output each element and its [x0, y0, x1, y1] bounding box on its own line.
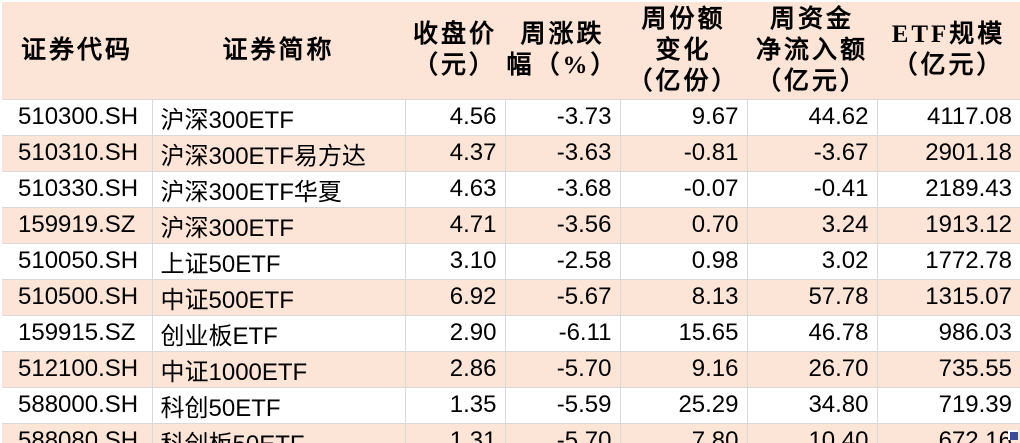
column-header-net-inflow[interactable]: 周资金 净流入额 （亿元）	[747, 2, 877, 100]
cell[interactable]: 34.80	[746, 386, 878, 424]
cell[interactable]: -0.41	[746, 170, 878, 208]
cell[interactable]: 7.80	[619, 422, 748, 443]
cell[interactable]: 159915.SZ	[2, 314, 153, 352]
column-header-security-name[interactable]: 证券简称	[152, 2, 405, 100]
cell[interactable]: 中证1000ETF	[151, 350, 406, 388]
cell[interactable]: 510300.SH	[2, 98, 153, 136]
cell[interactable]: -5.67	[504, 278, 621, 316]
cell[interactable]: 44.62	[746, 98, 878, 136]
cell[interactable]: 沪深300ETF	[151, 98, 406, 136]
cell[interactable]: -3.67	[746, 134, 878, 172]
cell[interactable]: 2901.18	[876, 134, 1020, 172]
cell[interactable]: 510050.SH	[2, 242, 153, 280]
header-row: 证券代码 证券简称 收盘价 （元） 周涨跌 幅（%） 周份额 变化 （亿份） 周…	[2, 2, 1020, 100]
table-body: 510300.SH 沪深300ETF 4.56 -3.73 9.67 44.62 4117.…	[2, 98, 1020, 443]
cell[interactable]: 588000.SH	[2, 386, 153, 424]
cell[interactable]: 沪深300ETF华夏	[151, 170, 406, 208]
cell[interactable]: 3.24	[746, 206, 878, 244]
column-header-weekly-change[interactable]: 周涨跌 幅（%）	[505, 2, 620, 100]
cell[interactable]: 科创板50ETF	[151, 422, 406, 443]
cell[interactable]: 672.16	[876, 422, 1020, 443]
cell[interactable]: 1.35	[404, 386, 506, 424]
column-header-share-change[interactable]: 周份额 变化 （亿份）	[620, 2, 747, 100]
cell[interactable]: 719.39	[876, 386, 1020, 424]
cell[interactable]: 6.92	[404, 278, 506, 316]
cell[interactable]: -5.70	[504, 422, 621, 443]
column-header-security-code[interactable]: 证券代码	[2, 2, 152, 100]
cell[interactable]: 512100.SH	[2, 350, 153, 388]
cell[interactable]: 46.78	[746, 314, 878, 352]
cell[interactable]: 1315.07	[876, 278, 1020, 316]
table-row: 588080.SH科创板50ETF1.31-5.707.8010.40672.1…	[2, 422, 1020, 443]
cell[interactable]: 科创50ETF	[151, 386, 406, 424]
selection-fill-handle-icon[interactable]	[1008, 430, 1018, 440]
cell[interactable]: -3.56	[504, 206, 621, 244]
table-row: 159919.SZ 沪深300ETF 4.71 -3.56 0.70 3.24 1913.1…	[2, 206, 1020, 244]
column-header-close-price[interactable]: 收盘价 （元）	[405, 2, 505, 100]
cell[interactable]: 创业板ETF	[151, 314, 406, 352]
table-row: 512100.SH 中证1000ETF 2.86 -5.70 9.16 26.70 735.…	[2, 350, 1020, 388]
cell[interactable]: 510500.SH	[2, 278, 153, 316]
cell[interactable]: 9.67	[619, 98, 748, 136]
cell[interactable]: 510330.SH	[2, 170, 153, 208]
table-row: 510050.SH 上证50ETF 3.10 -2.58 0.98 3.02 1772.78	[2, 242, 1020, 280]
cell[interactable]: -3.63	[504, 134, 621, 172]
cell[interactable]: 1772.78	[876, 242, 1020, 280]
cell[interactable]: 588080.SH	[2, 422, 153, 443]
cell[interactable]: -5.70	[504, 350, 621, 388]
cell[interactable]: -5.59	[504, 386, 621, 424]
cell[interactable]: 57.78	[746, 278, 878, 316]
cell[interactable]: 25.29	[619, 386, 748, 424]
table-row: 510500.SH 中证500ETF 6.92 -5.67 8.13 57.78 1315.…	[2, 278, 1020, 316]
cell[interactable]: -2.58	[504, 242, 621, 280]
cell[interactable]: 4.71	[404, 206, 506, 244]
cell[interactable]: 0.70	[619, 206, 748, 244]
table-row: 588000.SH 科创50ETF 1.35 -5.59 25.29 34.80 719.3…	[2, 386, 1020, 424]
cell[interactable]: -0.81	[619, 134, 748, 172]
cell[interactable]: 2.86	[404, 350, 506, 388]
column-header-etf-scale[interactable]: ETF规模 （亿元）	[877, 2, 1020, 100]
table-row: 510300.SH 沪深300ETF 4.56 -3.73 9.67 44.62 4117.…	[2, 98, 1020, 136]
table-row: 510330.SH 沪深300ETF华夏 4.63 -3.68 -0.07 -0.41 21…	[2, 170, 1020, 208]
cell[interactable]: 中证500ETF	[151, 278, 406, 316]
cell[interactable]: 0.98	[619, 242, 748, 280]
cell[interactable]: -3.68	[504, 170, 621, 208]
cell[interactable]: 159919.SZ	[2, 206, 153, 244]
table-row: 159915.SZ 创业板ETF 2.90 -6.11 15.65 46.78 986.03	[2, 314, 1020, 352]
table-header: 证券代码 证券简称 收盘价 （元） 周涨跌 幅（%） 周份额 变化 （亿份） 周…	[2, 2, 1020, 100]
cell[interactable]: 4.63	[404, 170, 506, 208]
cell[interactable]: 沪深300ETF	[151, 206, 406, 244]
cell[interactable]: 1913.12	[876, 206, 1020, 244]
cell[interactable]: 1.31	[404, 422, 506, 443]
cell[interactable]: 3.02	[746, 242, 878, 280]
cell[interactable]: 沪深300ETF易方达	[151, 134, 406, 172]
cell[interactable]: 4.56	[404, 98, 506, 136]
cell[interactable]: -3.73	[504, 98, 621, 136]
cell[interactable]: -0.07	[619, 170, 748, 208]
cell[interactable]: 15.65	[619, 314, 748, 352]
cell[interactable]: 9.16	[619, 350, 748, 388]
cell[interactable]: -6.11	[504, 314, 621, 352]
cell[interactable]: 2189.43	[876, 170, 1020, 208]
cell[interactable]: 735.55	[876, 350, 1020, 388]
cell[interactable]: 4.37	[404, 134, 506, 172]
cell[interactable]: 986.03	[876, 314, 1020, 352]
cell[interactable]: 4117.08	[876, 98, 1020, 136]
table-row: 510310.SH 沪深300ETF易方达 4.37 -3.63 -0.81 -3.67 2…	[2, 134, 1020, 172]
cell[interactable]: 8.13	[619, 278, 748, 316]
cell[interactable]: 510310.SH	[2, 134, 153, 172]
cell[interactable]: 3.10	[404, 242, 506, 280]
cell[interactable]: 上证50ETF	[151, 242, 406, 280]
cell[interactable]: 10.40	[746, 422, 878, 443]
cell[interactable]: 26.70	[746, 350, 878, 388]
cell[interactable]: 2.90	[404, 314, 506, 352]
